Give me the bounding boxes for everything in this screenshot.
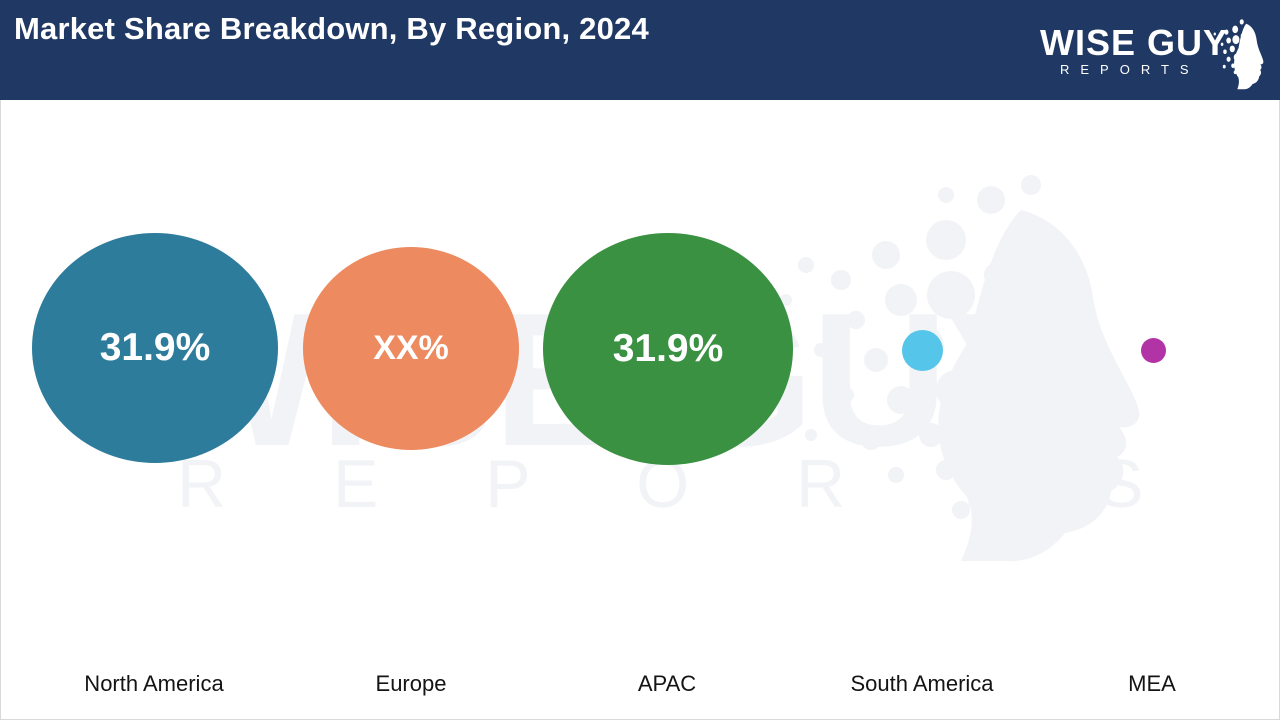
category-label-south-america: South America (850, 671, 994, 696)
bubble-apac-value: 31.9% (612, 327, 724, 370)
category-label-mea: MEA (1128, 671, 1176, 696)
category-label-europe: Europe (375, 671, 447, 696)
bubble-south-america (902, 330, 943, 371)
header-bar: Market Share Breakdown, By Region, 2024 … (0, 0, 1280, 100)
dotted-head-profile-icon (1198, 6, 1268, 90)
bubble-north-america: 31.9% (32, 233, 278, 463)
brand-logo: WISE GUY REPORTS (1008, 0, 1270, 100)
chart-area: WISE GUY R E P O R T S (0, 100, 1280, 720)
brand-logo-subtext: REPORTS (1060, 62, 1200, 77)
category-label-apac: APAC (637, 671, 697, 696)
bubble-europe: XX% (303, 247, 519, 450)
bubble-europe-value: XX% (373, 329, 449, 367)
bubble-mea (1141, 338, 1166, 363)
page-title: Market Share Breakdown, By Region, 2024 (14, 11, 649, 46)
bubble-north-america-value: 31.9% (99, 326, 211, 369)
brand-logo-text: WISE GUY (1040, 22, 1229, 63)
bubble-apac: 31.9% (543, 233, 793, 465)
category-label-north-america: North America (84, 671, 224, 696)
dotted-head-profile-watermark (691, 115, 1171, 565)
